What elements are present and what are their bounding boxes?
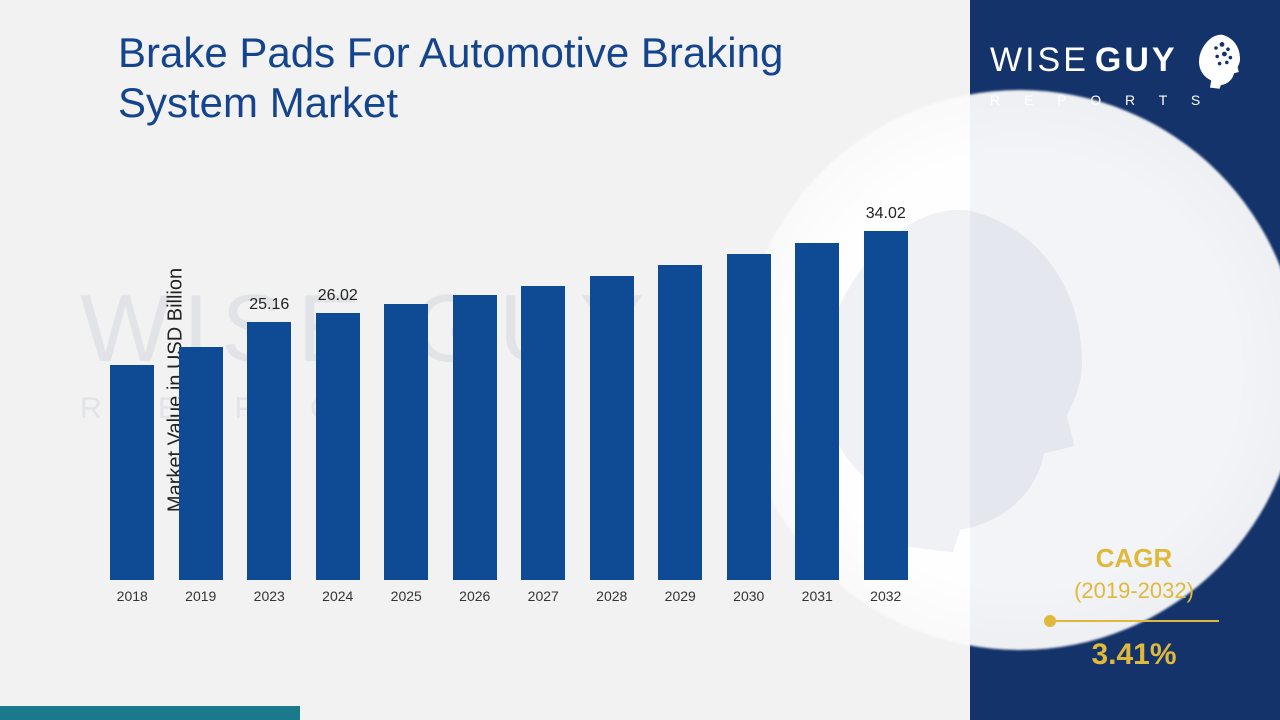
logo-wise: WISE [990, 41, 1089, 80]
bar-slot [108, 339, 157, 580]
x-tick-label: 2024 [314, 580, 363, 610]
x-tick-label: 2018 [108, 580, 157, 610]
bar-slot [177, 321, 226, 580]
bar-slot: 25.16 [245, 296, 294, 580]
cagr-label: CAGR [1024, 543, 1244, 574]
x-tick-label: 2023 [245, 580, 294, 610]
bar [247, 322, 291, 580]
x-tick-label: 2032 [862, 580, 911, 610]
bar-slot: 34.02 [862, 205, 911, 580]
bar [727, 254, 771, 580]
bar [658, 265, 702, 580]
bar-slot [588, 250, 637, 580]
bar-value-label: 25.16 [249, 296, 289, 316]
bar-value-label: 26.02 [318, 287, 358, 307]
x-axis: 2018 2019 2023 2024 2025 2026 2027 2028 2029 2030… [108, 580, 910, 610]
plot-area: 25.16 26.02 34.02 [108, 170, 910, 580]
bar [453, 295, 497, 580]
logo-reports: R E P O R T S [990, 92, 1250, 108]
bar-value-label: 34.02 [866, 205, 906, 225]
cagr-range: (2019-2032) [1024, 578, 1244, 604]
x-tick-label: 2025 [382, 580, 431, 610]
logo: WISE GUY R E P O R T S [990, 30, 1250, 108]
x-tick-label: 2030 [725, 580, 774, 610]
x-tick-label: 2019 [177, 580, 226, 610]
logo-head-icon [1186, 30, 1246, 90]
bar [521, 286, 565, 580]
cagr-divider [1049, 620, 1219, 622]
bar [590, 276, 634, 580]
bar [179, 347, 223, 580]
bar-slot [519, 260, 568, 580]
cagr-value: 3.41% [1024, 638, 1244, 672]
x-tick-label: 2027 [519, 580, 568, 610]
x-tick-label: 2026 [451, 580, 500, 610]
bar [316, 313, 360, 580]
bottom-accent-bar [0, 706, 300, 720]
x-tick-label: 2031 [793, 580, 842, 610]
bar [864, 231, 908, 580]
bar-slot [451, 269, 500, 580]
bars-container: 25.16 26.02 34.02 [108, 170, 910, 580]
chart-title: Brake Pads For Automotive Braking System… [118, 28, 818, 127]
cagr-box: CAGR (2019-2032) 3.41% [1024, 543, 1244, 672]
bar-chart: Market Value in USD Billion 25.1626.0234… [90, 170, 910, 610]
bar-slot: 26.02 [314, 287, 363, 580]
bar-slot [656, 239, 705, 580]
logo-guy: GUY [1095, 41, 1178, 80]
bar-slot [725, 228, 774, 580]
bar [795, 243, 839, 580]
bar [110, 365, 154, 580]
x-tick-label: 2028 [588, 580, 637, 610]
bar [384, 304, 428, 580]
bar-slot [793, 217, 842, 580]
bar-slot [382, 278, 431, 580]
x-tick-label: 2029 [656, 580, 705, 610]
